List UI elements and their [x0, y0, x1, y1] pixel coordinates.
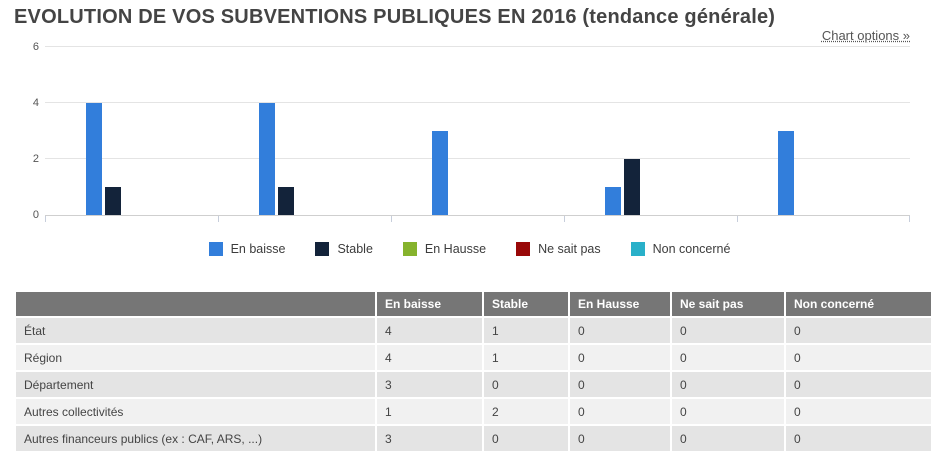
row-value: 0	[570, 345, 670, 370]
chart-legend: En baisse Stable En Hausse Ne sait pas Non c…	[0, 242, 939, 256]
x-axis-tick	[218, 216, 219, 222]
row-label: Autres financeurs publics (ex : CAF, ARS…	[16, 426, 375, 451]
row-value: 1	[377, 399, 482, 424]
row-value: 0	[786, 318, 931, 343]
row-value: 2	[484, 399, 568, 424]
row-value: 0	[570, 372, 670, 397]
bar-group-3	[391, 48, 564, 215]
row-value: 0	[484, 372, 568, 397]
bar-en-baisse	[777, 131, 794, 215]
x-axis-ticks	[45, 215, 910, 222]
row-label: Région	[16, 345, 375, 370]
y-axis-label-2: 2	[32, 153, 39, 165]
x-axis-tick	[391, 216, 392, 222]
legend-item-non-concerné: Non concerné	[630, 242, 731, 256]
y-axis-label-0: 0	[32, 209, 39, 221]
bar-en-baisse	[85, 103, 102, 215]
table-header-non-concerné: Non concerné	[786, 292, 931, 316]
table-row: État 4 1 0 0 0	[16, 318, 931, 343]
row-value: 0	[570, 318, 670, 343]
gridline-y-6	[45, 46, 910, 47]
bar-group-5	[737, 48, 910, 215]
table-row: Région 4 1 0 0 0	[16, 345, 931, 370]
bar-stable	[104, 187, 121, 215]
x-axis-tick	[564, 216, 565, 222]
row-value: 0	[484, 426, 568, 451]
bar-stable	[623, 159, 640, 215]
legend-swatch	[315, 242, 330, 256]
row-label: Autres collectivités	[16, 399, 375, 424]
table-header-ne-sait-pas: Ne sait pas	[672, 292, 784, 316]
legend-label: Stable	[337, 242, 373, 256]
x-axis-tick	[45, 216, 46, 222]
legend-item-en-baisse: En baisse	[208, 242, 286, 256]
gridline-y-4	[45, 102, 910, 103]
table-header-empty	[16, 292, 375, 316]
row-value: 0	[672, 426, 784, 451]
row-value: 4	[377, 318, 482, 343]
bar-group-2	[218, 48, 391, 215]
legend-item-en-hausse: En Hausse	[402, 242, 487, 256]
bar-en-baisse	[604, 187, 621, 215]
bar-stable	[277, 187, 294, 215]
chart-options-link[interactable]: Chart options »	[821, 28, 910, 43]
y-axis-label-6: 6	[32, 41, 39, 53]
x-axis-tick	[737, 216, 738, 222]
row-value: 3	[377, 426, 482, 451]
row-value: 0	[570, 399, 670, 424]
page-title: EVOLUTION DE VOS SUBVENTIONS PUBLIQUES E…	[14, 6, 776, 28]
row-label: Département	[16, 372, 375, 397]
row-value: 0	[570, 426, 670, 451]
legend-swatch	[402, 242, 417, 256]
results-table: En baisse Stable En Hausse Ne sait pas Non c…	[14, 290, 933, 453]
legend-item-stable: Stable	[315, 242, 373, 256]
bar-group-4	[564, 48, 737, 215]
bar-en-baisse	[431, 131, 448, 215]
row-value: 0	[672, 318, 784, 343]
table-row: Autres collectivités 1 2 0 0 0	[16, 399, 931, 424]
row-value: 1	[484, 345, 568, 370]
table-header-stable: Stable	[484, 292, 568, 316]
row-value: 0	[786, 345, 931, 370]
legend-swatch	[208, 242, 223, 256]
row-value: 0	[672, 372, 784, 397]
table-header-en-baisse: En baisse	[377, 292, 482, 316]
row-value: 0	[672, 345, 784, 370]
gridline-y-2	[45, 158, 910, 159]
legend-label: En baisse	[230, 242, 286, 256]
legend-label: Non concerné	[652, 242, 731, 256]
legend-swatch	[630, 242, 645, 256]
row-value: 1	[484, 318, 568, 343]
row-value: 3	[377, 372, 482, 397]
row-value: 0	[786, 426, 931, 451]
row-label: État	[16, 318, 375, 343]
row-value: 4	[377, 345, 482, 370]
table-row: Autres financeurs publics (ex : CAF, ARS…	[16, 426, 931, 451]
row-value: 0	[786, 372, 931, 397]
row-value: 0	[672, 399, 784, 424]
bar-chart: 0 2 4 6	[33, 41, 910, 222]
legend-item-ne-sait-pas: Ne sait pas	[516, 242, 601, 256]
bar-group-1	[45, 48, 218, 215]
legend-label: En Hausse	[424, 242, 487, 256]
table-header-en-hausse: En Hausse	[570, 292, 670, 316]
chart-bar-groups	[45, 48, 910, 215]
x-axis-tick	[909, 216, 910, 222]
legend-swatch	[516, 242, 531, 256]
legend-label: Ne sait pas	[538, 242, 601, 256]
y-axis-label-4: 4	[32, 97, 39, 109]
table-row: Département 3 0 0 0 0	[16, 372, 931, 397]
table-header-row: En baisse Stable En Hausse Ne sait pas Non c…	[16, 292, 931, 316]
bar-en-baisse	[258, 103, 275, 215]
results-table-container: En baisse Stable En Hausse Ne sait pas Non c…	[14, 290, 931, 453]
row-value: 0	[786, 399, 931, 424]
